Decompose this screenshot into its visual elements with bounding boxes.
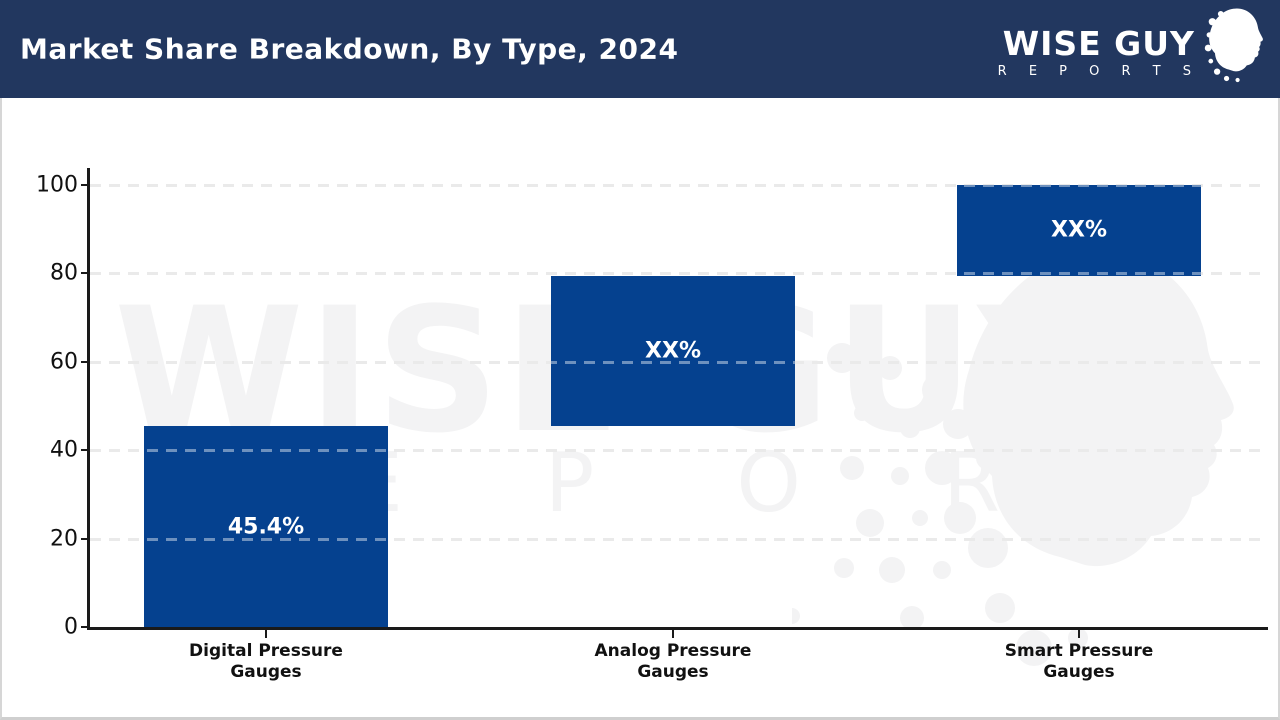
x-axis-line bbox=[87, 627, 1268, 630]
x-tick-mark bbox=[1078, 629, 1080, 638]
y-tick-label: 100 bbox=[36, 172, 78, 198]
category-label: Analog Pressure Gauges bbox=[594, 641, 752, 683]
gridline bbox=[90, 184, 1265, 187]
brand-subtitle: R E P O R T S bbox=[997, 64, 1200, 79]
brand-logo: WISE GUY R E P O R T S bbox=[998, 0, 1270, 98]
bar-2 bbox=[551, 275, 795, 427]
y-tick-label: 0 bbox=[64, 614, 78, 640]
brand-wordmark: WISE GUY R E P O R T S bbox=[998, 24, 1200, 79]
gridline-overlay bbox=[90, 537, 1265, 541]
bar-1 bbox=[144, 426, 388, 627]
y-tick-mark bbox=[81, 537, 90, 540]
chart-area: WISE GUY R E P O R T S 02040608010045.4%… bbox=[0, 98, 1280, 720]
gridline-overlay bbox=[90, 360, 1265, 364]
gridline-overlay bbox=[90, 272, 1265, 276]
y-tick-label: 80 bbox=[50, 260, 78, 286]
bar-3 bbox=[957, 185, 1201, 276]
y-tick-label: 40 bbox=[50, 437, 78, 463]
brand-head-icon bbox=[1204, 8, 1263, 83]
gridline bbox=[90, 537, 1265, 541]
header: Market Share Breakdown, By Type, 2024 WI… bbox=[0, 0, 1280, 98]
bar-value-label: XX% bbox=[1051, 217, 1107, 243]
watermark-head-graphic bbox=[792, 251, 1234, 666]
page-title: Market Share Breakdown, By Type, 2024 bbox=[20, 32, 679, 66]
y-tick-mark bbox=[81, 360, 90, 363]
gridline-overlay bbox=[90, 184, 1265, 187]
gridline bbox=[90, 272, 1265, 276]
y-axis-line bbox=[87, 168, 90, 630]
y-tick-mark bbox=[81, 184, 90, 186]
y-tick-mark bbox=[81, 449, 90, 452]
category-label: Digital Pressure Gauges bbox=[189, 641, 343, 683]
x-tick-mark bbox=[672, 629, 674, 638]
gridline bbox=[90, 449, 1265, 453]
bar-value-label: 45.4% bbox=[227, 514, 305, 540]
bar-value-label: XX% bbox=[645, 338, 701, 364]
y-tick-label: 20 bbox=[50, 526, 78, 552]
brand-name: WISE GUY bbox=[1002, 24, 1195, 63]
gridline-overlay bbox=[90, 449, 1265, 453]
y-tick-mark bbox=[81, 626, 90, 628]
category-label: Smart Pressure Gauges bbox=[1004, 641, 1154, 683]
y-tick-label: 60 bbox=[50, 349, 78, 375]
y-tick-mark bbox=[81, 272, 90, 275]
x-tick-mark bbox=[265, 629, 267, 638]
